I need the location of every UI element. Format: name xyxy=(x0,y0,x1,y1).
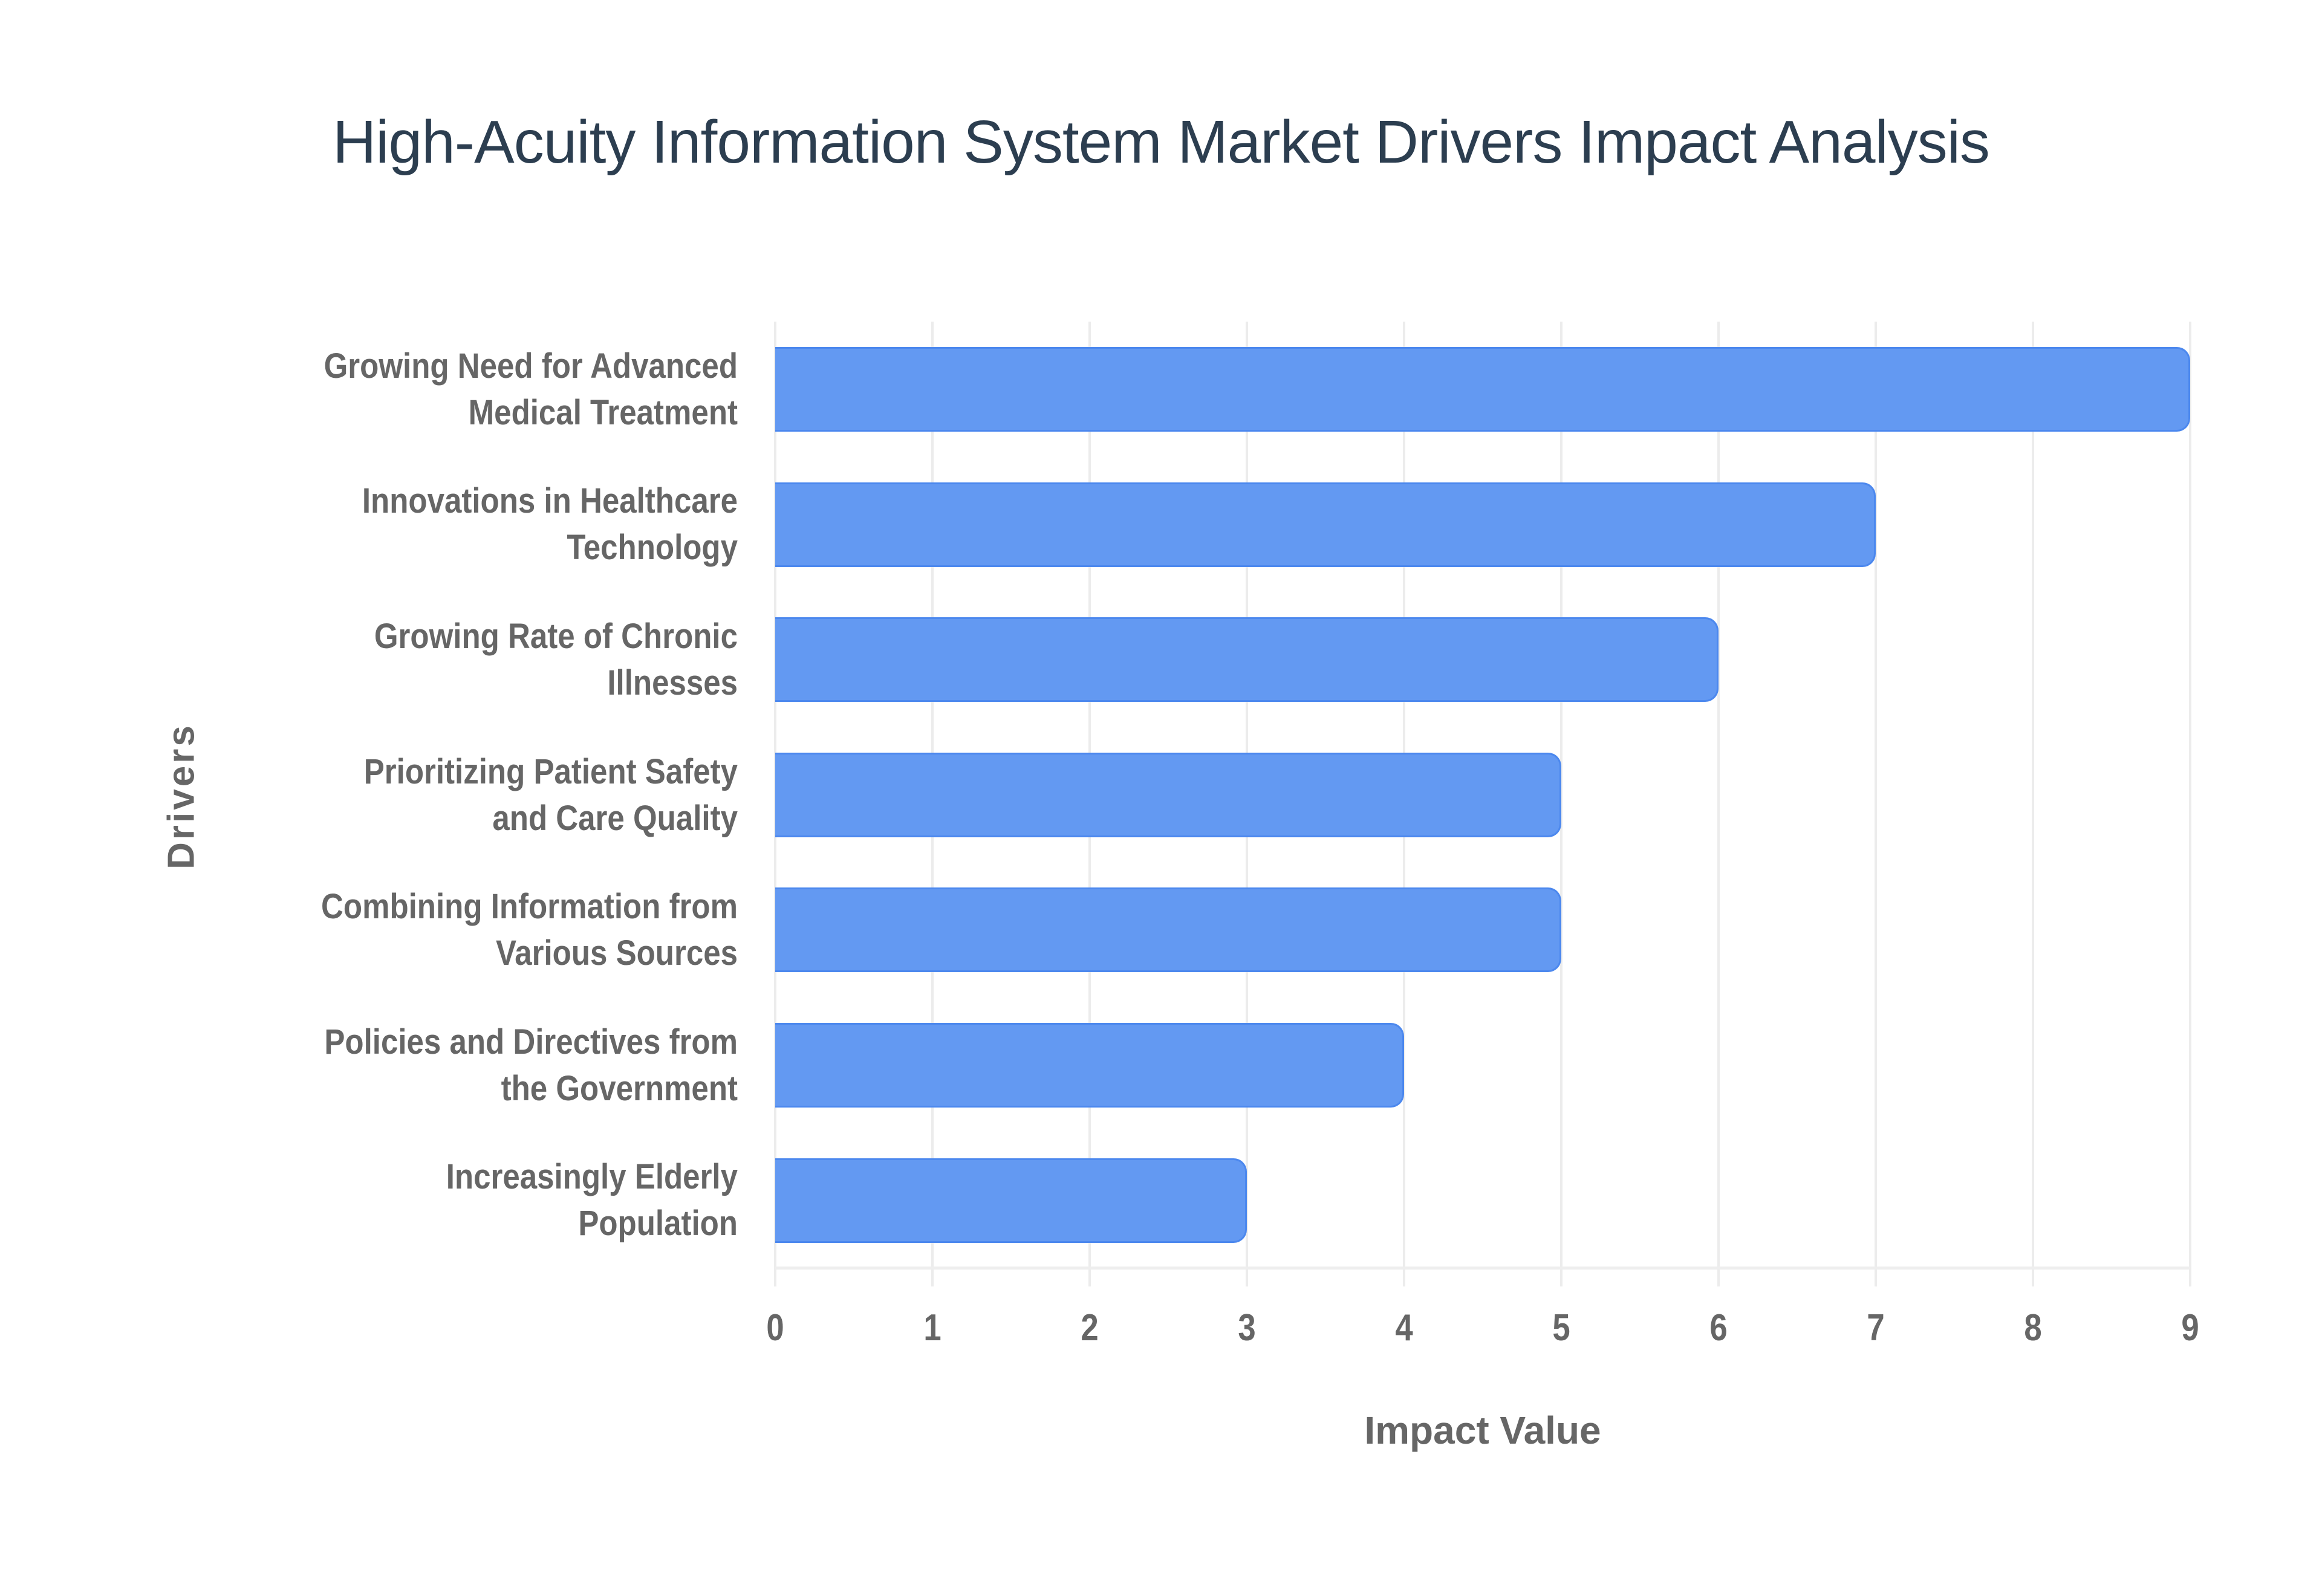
y-category-label: Policies and Directives from the Governm… xyxy=(206,1019,738,1112)
chart-title: High-Acuity Information System Market Dr… xyxy=(333,108,1990,176)
y-category-label-line1: Innovations in Healthcare xyxy=(362,481,738,521)
plot-area: 0 1 2 3 4 5 6 7 8 9 xyxy=(766,322,2199,1349)
x-tick-label: 5 xyxy=(1552,1307,1570,1349)
y-category-label-line2: Technology xyxy=(567,528,738,567)
bar[interactable] xyxy=(775,617,1719,702)
gridline-8 xyxy=(2032,322,2034,1286)
x-tick-label: 1 xyxy=(923,1307,941,1349)
y-category-label-line2: Medical Treatment xyxy=(468,393,738,432)
x-tick-label: 0 xyxy=(766,1307,784,1349)
bar[interactable] xyxy=(775,482,1876,567)
bar[interactable] xyxy=(775,753,1561,837)
x-tick-label: 4 xyxy=(1395,1307,1413,1349)
bar[interactable] xyxy=(775,347,2190,432)
x-tick-label: 7 xyxy=(1867,1307,1885,1349)
y-category-label-line1: Combining Information from xyxy=(321,887,738,926)
y-category-label-line1: Growing Rate of Chronic xyxy=(374,617,738,656)
y-category-label-line2: Illnesses xyxy=(607,663,738,702)
y-category-label-line1: Prioritizing Patient Safety xyxy=(363,752,738,791)
bar[interactable] xyxy=(775,1158,1247,1243)
y-category-label: Growing Need for Advanced Medical Treatm… xyxy=(206,343,738,436)
y-category-label-line2: Various Sources xyxy=(495,933,738,973)
y-category-label: Prioritizing Patient Safety and Care Qua… xyxy=(206,748,738,842)
x-axis-line xyxy=(775,1267,2190,1270)
y-category-label-line1: Increasingly Elderly xyxy=(446,1157,738,1196)
x-tick-label: 3 xyxy=(1238,1307,1256,1349)
y-category-label-line2: the Government xyxy=(501,1069,738,1108)
gridline-5 xyxy=(1560,322,1563,1286)
y-category-label-line2: and Care Quality xyxy=(492,799,738,838)
y-category-label: Innovations in Healthcare Technology xyxy=(206,478,738,571)
y-category-label-line1: Policies and Directives from xyxy=(324,1022,738,1062)
x-tick-label: 6 xyxy=(1709,1307,1728,1349)
x-tick-label: 2 xyxy=(1081,1307,1099,1349)
bar[interactable] xyxy=(775,887,1561,972)
y-category-label: Increasingly Elderly Population xyxy=(206,1153,738,1247)
gridline-7 xyxy=(1875,322,1877,1286)
y-category-label: Combining Information from Various Sourc… xyxy=(206,883,738,976)
y-axis-title: Drivers xyxy=(160,723,203,869)
x-axis-title: Impact Value xyxy=(1364,1409,1601,1452)
gridline-9 xyxy=(2189,322,2191,1286)
x-tick-label: 8 xyxy=(2024,1307,2042,1349)
y-category-label-line1: Growing Need for Advanced xyxy=(324,346,738,386)
x-tick-label: 9 xyxy=(2181,1307,2199,1349)
y-category-label-line2: Population xyxy=(578,1204,738,1243)
bar[interactable] xyxy=(775,1023,1404,1108)
y-category-label: Growing Rate of Chronic Illnesses xyxy=(206,613,738,706)
gridline-6 xyxy=(1717,322,1720,1286)
